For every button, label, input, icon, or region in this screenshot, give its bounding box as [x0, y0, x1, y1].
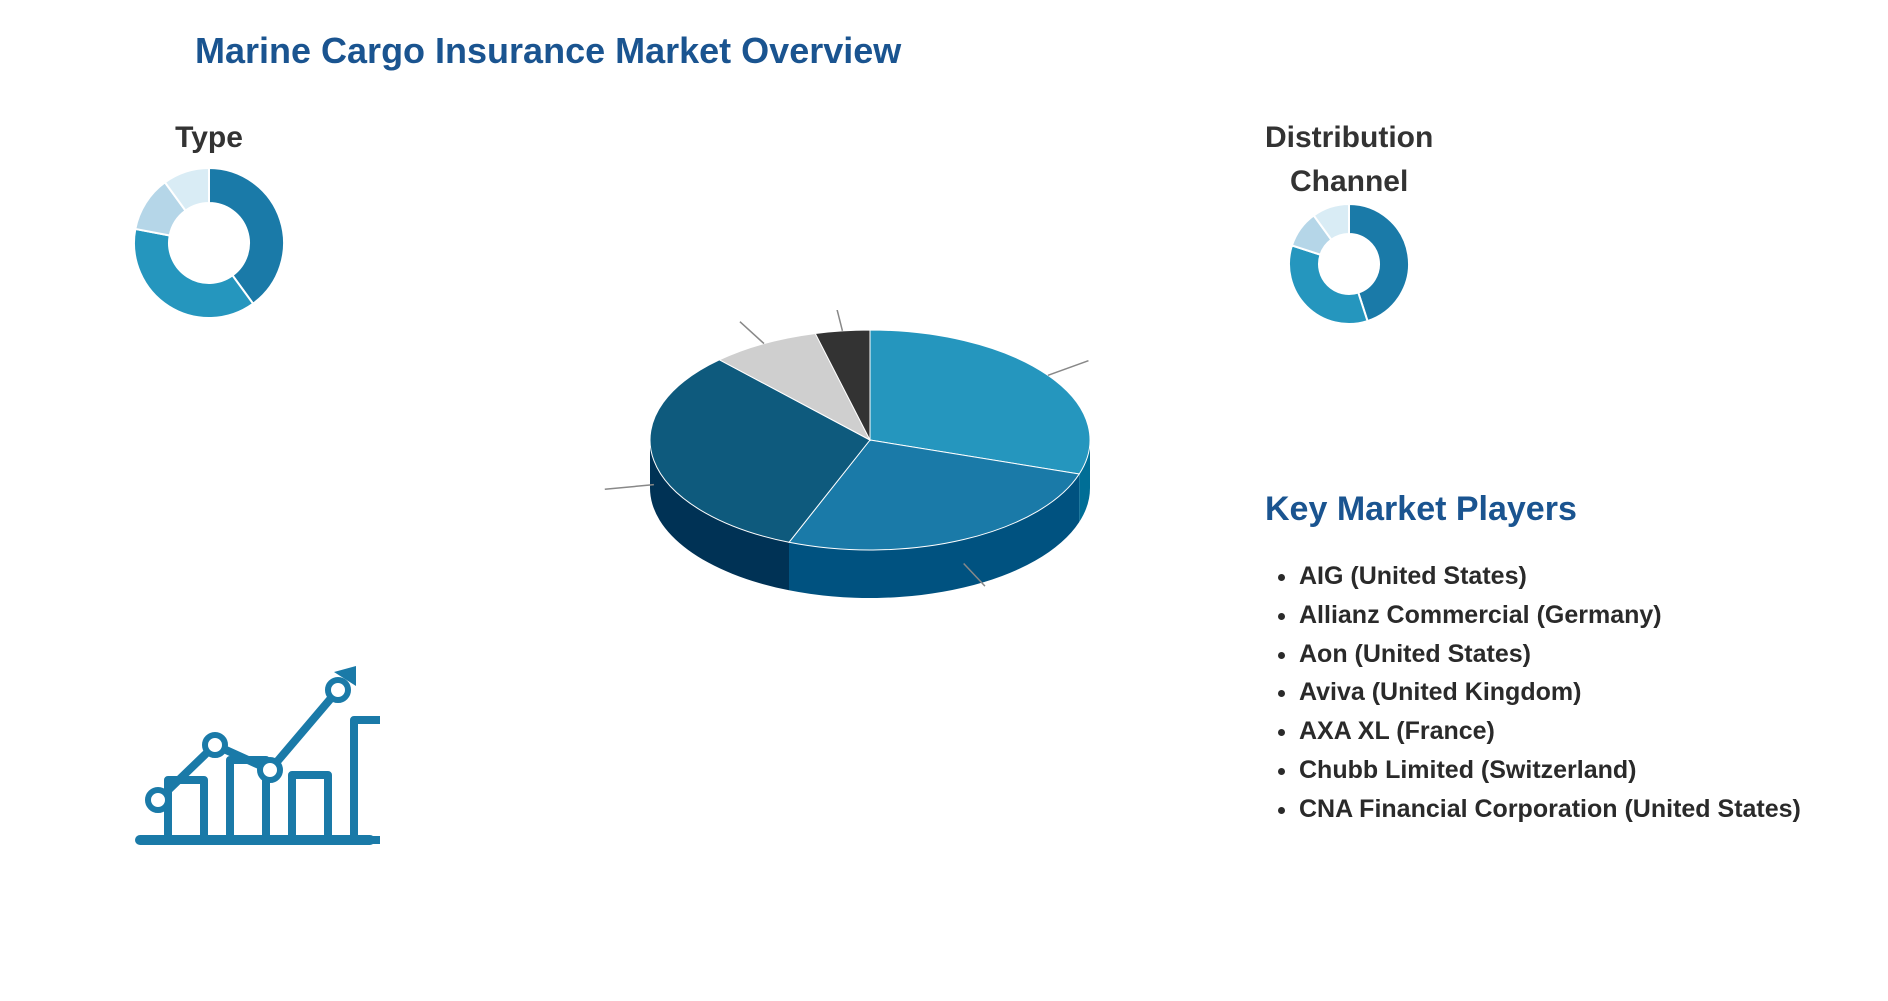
player-item: Chubb Limited (Switzerland): [1299, 751, 1825, 790]
distribution-donut-chart: [1285, 200, 1413, 328]
player-item: Aon (United States): [1299, 635, 1825, 674]
type-label: Type: [130, 120, 288, 156]
bar-icon-rect: [292, 775, 328, 840]
key-players-title: Key Market Players: [1265, 490, 1825, 529]
page-title: Marine Cargo Insurance Market Overview: [195, 30, 901, 72]
bar-icon-rect: [354, 720, 380, 840]
trend-point: [148, 790, 168, 810]
trend-point: [328, 680, 348, 700]
distribution-label-2: Channel: [1265, 164, 1433, 200]
player-item: AIG (United States): [1299, 557, 1825, 596]
pie-tick: [605, 485, 654, 490]
key-players-list: AIG (United States)Allianz Commercial (G…: [1265, 557, 1825, 828]
player-item: Allianz Commercial (Germany): [1299, 596, 1825, 635]
player-item: Aviva (United Kingdom): [1299, 673, 1825, 712]
trend-point: [205, 735, 225, 755]
type-donut-block: Type: [130, 120, 288, 322]
distribution-label-1: Distribution: [1265, 120, 1433, 156]
pie-tick: [1048, 361, 1088, 376]
central-3d-pie-chart: [580, 310, 1160, 668]
type-donut-chart: [130, 164, 288, 322]
key-players-block: Key Market Players AIG (United States)Al…: [1265, 490, 1825, 828]
pie-tick: [740, 322, 764, 344]
pie-tick: [836, 310, 842, 331]
growth-chart-icon: [130, 660, 380, 850]
donut-slice: [1289, 245, 1368, 324]
trend-point: [260, 760, 280, 780]
player-item: CNA Financial Corporation (United States…: [1299, 790, 1825, 829]
player-item: AXA XL (France): [1299, 712, 1825, 751]
distribution-donut-block: Distribution Channel: [1265, 120, 1433, 328]
